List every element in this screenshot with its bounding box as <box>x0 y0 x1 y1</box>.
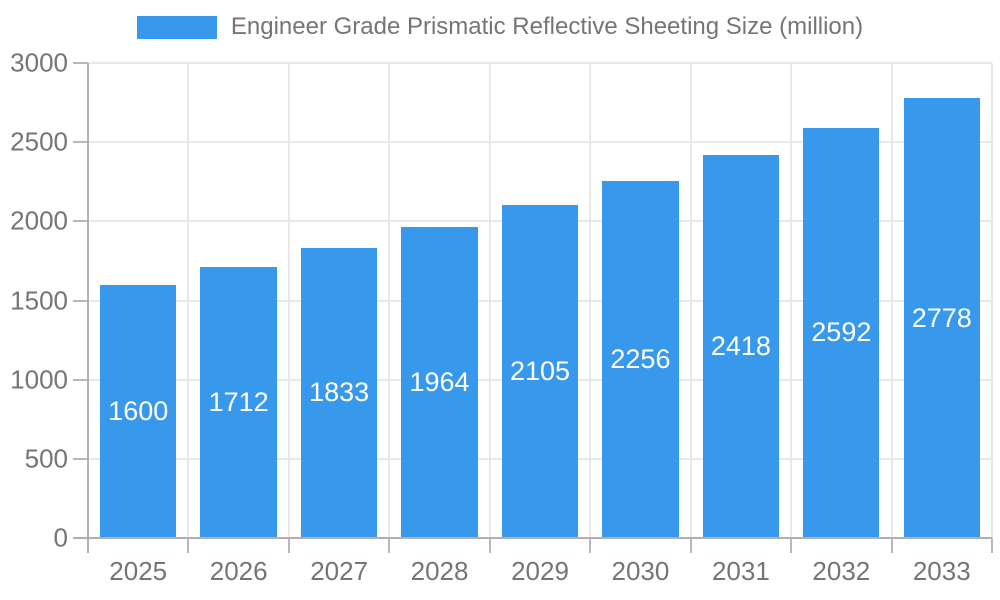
x-tick-label: 2030 <box>611 556 670 586</box>
x-tick-label: 2029 <box>511 556 569 586</box>
x-tick-label: 2028 <box>410 556 469 586</box>
v-gridline <box>488 63 491 538</box>
legend-label[interactable]: Engineer Grade Prismatic Reflective Shee… <box>230 13 864 40</box>
bar-value-label: 2256 <box>610 343 671 374</box>
bar[interactable]: 2256 <box>602 180 679 538</box>
x-axis-line <box>73 537 992 539</box>
bar-value-label: 2592 <box>811 317 872 348</box>
v-gridline <box>991 63 993 538</box>
x-tick-mark <box>890 538 893 553</box>
y-tick-label: 1500 <box>10 285 68 315</box>
bar[interactable]: 1600 <box>100 284 177 538</box>
y-tick-mark <box>73 299 88 302</box>
v-gridline <box>689 63 692 538</box>
x-tick-label: 2032 <box>812 556 871 586</box>
bar[interactable]: 2418 <box>702 155 780 538</box>
bar[interactable]: 1833 <box>300 247 378 538</box>
bar-value-label: 2418 <box>710 331 771 362</box>
y-tick-label: 500 <box>24 443 68 474</box>
y-tick-label: 3000 <box>10 47 68 78</box>
bar[interactable]: 2105 <box>501 204 579 538</box>
bar-value-label: 1833 <box>309 377 370 408</box>
y-tick-label: 1000 <box>10 364 68 395</box>
bar[interactable]: 1964 <box>401 227 478 538</box>
plot-area: 1600 1712 1833 1964 2105 2256 2418 2592 2778 0 50… <box>10 48 993 586</box>
y-tick-mark <box>73 141 88 144</box>
y-tick-mark <box>73 457 88 460</box>
y-tick-mark <box>73 220 88 223</box>
v-gridline <box>589 63 592 538</box>
v-gridline <box>187 63 190 538</box>
y-tick-label: 2500 <box>10 126 68 157</box>
h-gridline <box>88 141 992 144</box>
bar-value-label: 2778 <box>911 302 972 333</box>
y-tick-mark <box>73 62 88 64</box>
bar-value-label: 1964 <box>409 367 470 398</box>
bar-value-label: 1600 <box>108 395 169 426</box>
x-tick-mark <box>689 538 692 553</box>
x-tick-mark <box>790 538 793 553</box>
y-tick-label: 0 <box>53 522 68 553</box>
x-tick-mark <box>187 538 190 553</box>
x-tick-mark <box>991 538 993 553</box>
v-gridline <box>287 63 290 538</box>
x-tick-label: 2027 <box>310 556 369 586</box>
bar[interactable]: 2778 <box>903 98 980 538</box>
bar-value-label: 1712 <box>208 386 269 417</box>
y-tick-label: 2000 <box>10 205 68 236</box>
y-tick-mark <box>73 378 88 381</box>
v-gridline <box>890 63 893 538</box>
bar-value-label: 2105 <box>509 355 571 386</box>
v-gridline <box>790 63 793 538</box>
legend-swatch[interactable] <box>136 15 217 39</box>
x-tick-mark <box>589 538 592 553</box>
legend: Engineer Grade Prismatic Reflective Shee… <box>0 13 1000 41</box>
v-gridline <box>388 63 391 538</box>
y-axis-line <box>87 63 89 553</box>
h-gridline <box>88 62 992 64</box>
x-tick-mark <box>488 538 491 553</box>
x-tick-mark <box>287 538 290 553</box>
x-tick-label: 2026 <box>209 556 268 586</box>
bar[interactable]: 1712 <box>200 266 277 538</box>
x-tick-mark <box>388 538 391 553</box>
x-tick-label: 2033 <box>912 556 971 586</box>
x-tick-label: 2025 <box>109 556 168 586</box>
bar[interactable]: 2592 <box>803 127 880 538</box>
x-tick-label: 2031 <box>711 556 770 586</box>
